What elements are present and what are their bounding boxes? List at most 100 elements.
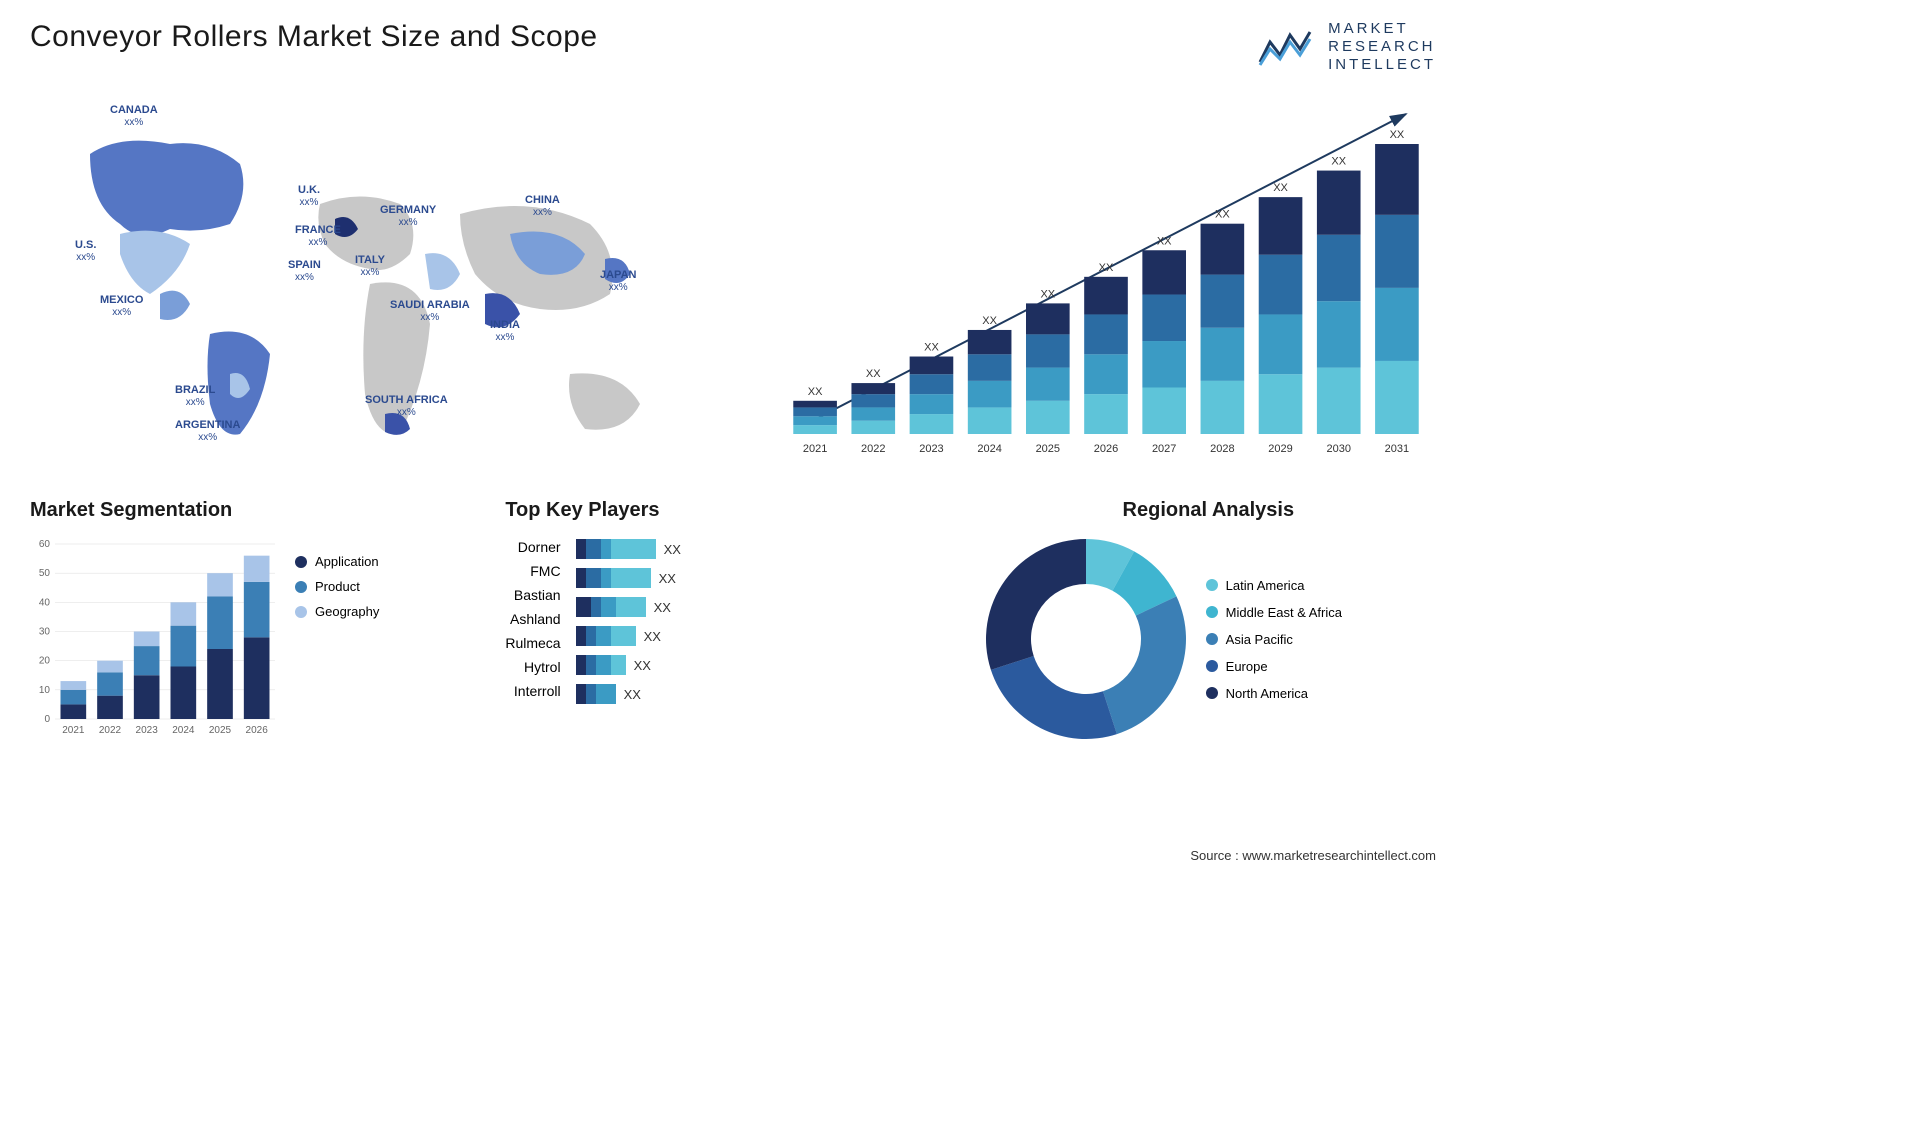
player-value: XX: [624, 687, 641, 702]
segmentation-legend: Application Product Geography: [295, 534, 379, 744]
svg-text:XX: XX: [1040, 288, 1055, 300]
logo-icon: [1258, 27, 1318, 67]
legend-item: Geography: [295, 604, 379, 619]
svg-text:20: 20: [39, 656, 51, 667]
players-bars: XX XX XX XX XX XX: [576, 534, 866, 704]
player-name: FMC: [505, 563, 560, 579]
players-panel: Top Key Players Dorner FMC Bastian Ashland R…: [505, 499, 960, 744]
svg-text:2031: 2031: [1385, 443, 1409, 455]
legend-item: Latin America: [1206, 578, 1342, 593]
svg-text:XX: XX: [1390, 129, 1405, 141]
logo-text: MARKET RESEARCH INTELLECT: [1328, 20, 1436, 74]
player-value: XX: [659, 571, 676, 586]
player-name: Dorner: [505, 539, 560, 555]
player-bar-row: XX: [576, 539, 866, 559]
player-value: XX: [644, 629, 661, 644]
segmentation-panel: Market Segmentation 0 10 20 30 40 50 60 2021 202…: [30, 499, 485, 744]
player-name: Hytrol: [505, 659, 560, 675]
map-label: GERMANYxx%: [380, 204, 436, 228]
svg-text:2025: 2025: [1036, 443, 1060, 455]
player-bar-row: XX: [576, 568, 866, 588]
map-label: U.K.xx%: [298, 184, 320, 208]
map-label: U.S.xx%: [75, 239, 96, 263]
svg-text:40: 40: [39, 597, 51, 608]
player-name: Interroll: [505, 683, 560, 699]
svg-text:XX: XX: [1099, 262, 1114, 274]
donut-chart: [981, 534, 1191, 744]
svg-text:XX: XX: [924, 342, 939, 354]
map-label: MEXICOxx%: [100, 294, 143, 318]
svg-text:XX: XX: [866, 368, 881, 380]
svg-text:2024: 2024: [977, 443, 1001, 455]
player-value: XX: [664, 542, 681, 557]
svg-text:2030: 2030: [1326, 443, 1350, 455]
world-map: CANADAxx% U.S.xx% MEXICOxx% BRAZILxx% ARGENT…: [30, 94, 746, 474]
svg-text:XX: XX: [1215, 209, 1230, 221]
source-text: Source : www.marketresearchintellect.com: [1190, 848, 1436, 863]
svg-text:2022: 2022: [861, 443, 885, 455]
map-label: FRANCExx%: [295, 224, 341, 248]
map-label: ITALYxx%: [355, 254, 385, 278]
regional-title: Regional Analysis: [981, 499, 1436, 522]
page-title: Conveyor Rollers Market Size and Scope: [30, 20, 598, 54]
player-bar-row: XX: [576, 655, 866, 675]
svg-text:10: 10: [39, 685, 51, 696]
map-label: SOUTH AFRICAxx%: [365, 394, 448, 418]
segmentation-chart: 0 10 20 30 40 50 60 2021 2022 2023 2024 2025 2026: [30, 534, 280, 744]
svg-text:2024: 2024: [172, 725, 195, 736]
svg-text:0: 0: [44, 714, 50, 725]
map-label: INDIAxx%: [490, 319, 520, 343]
growth-chart: XX 2021 XX 2022 XX 2023 XX 2024 XX 2025 XX 2026 XX 20…: [776, 94, 1436, 474]
svg-text:2029: 2029: [1268, 443, 1292, 455]
svg-text:2023: 2023: [919, 443, 943, 455]
player-bar-row: XX: [576, 626, 866, 646]
svg-text:2021: 2021: [803, 443, 827, 455]
map-label: CHINAxx%: [525, 194, 560, 218]
map-label: JAPANxx%: [600, 269, 636, 293]
regional-legend: Latin America Middle East & Africa Asia Pa…: [1206, 578, 1342, 701]
svg-text:2021: 2021: [62, 725, 85, 736]
header: Conveyor Rollers Market Size and Scope M…: [30, 20, 1436, 74]
svg-text:2023: 2023: [136, 725, 159, 736]
player-value: XX: [634, 658, 651, 673]
svg-text:2027: 2027: [1152, 443, 1176, 455]
svg-text:60: 60: [39, 539, 51, 550]
svg-text:XX: XX: [982, 315, 997, 327]
map-label: CANADAxx%: [110, 104, 158, 128]
logo: MARKET RESEARCH INTELLECT: [1258, 20, 1436, 74]
logo-line1: MARKET: [1328, 20, 1436, 38]
svg-text:2026: 2026: [246, 725, 269, 736]
legend-item: Europe: [1206, 659, 1342, 674]
player-name: Rulmeca: [505, 635, 560, 651]
legend-item: Middle East & Africa: [1206, 605, 1342, 620]
svg-text:2028: 2028: [1210, 443, 1234, 455]
svg-text:2025: 2025: [209, 725, 232, 736]
logo-line3: INTELLECT: [1328, 56, 1436, 74]
legend-item: Asia Pacific: [1206, 632, 1342, 647]
svg-text:XX: XX: [1331, 156, 1346, 168]
svg-text:2026: 2026: [1094, 443, 1118, 455]
player-value: XX: [654, 600, 671, 615]
svg-text:2022: 2022: [99, 725, 122, 736]
map-label: SAUDI ARABIAxx%: [390, 299, 470, 323]
legend-item: Application: [295, 554, 379, 569]
player-bar-row: XX: [576, 684, 866, 704]
logo-line2: RESEARCH: [1328, 38, 1436, 56]
svg-text:XX: XX: [808, 386, 823, 398]
player-name: Ashland: [505, 611, 560, 627]
svg-text:XX: XX: [1273, 182, 1288, 194]
map-label: BRAZILxx%: [175, 384, 215, 408]
svg-text:XX: XX: [1157, 235, 1172, 247]
map-label: SPAINxx%: [288, 259, 321, 283]
player-bar-row: XX: [576, 597, 866, 617]
svg-text:30: 30: [39, 627, 51, 638]
legend-item: Product: [295, 579, 379, 594]
regional-panel: Regional Analysis Latin America Middle Ea…: [981, 499, 1436, 744]
players-list: Dorner FMC Bastian Ashland Rulmeca Hytrol Inte…: [505, 534, 560, 704]
map-label: ARGENTINAxx%: [175, 419, 240, 443]
players-title: Top Key Players: [505, 499, 960, 522]
player-name: Bastian: [505, 587, 560, 603]
segmentation-title: Market Segmentation: [30, 499, 485, 522]
svg-text:50: 50: [39, 568, 51, 579]
legend-item: North America: [1206, 686, 1342, 701]
